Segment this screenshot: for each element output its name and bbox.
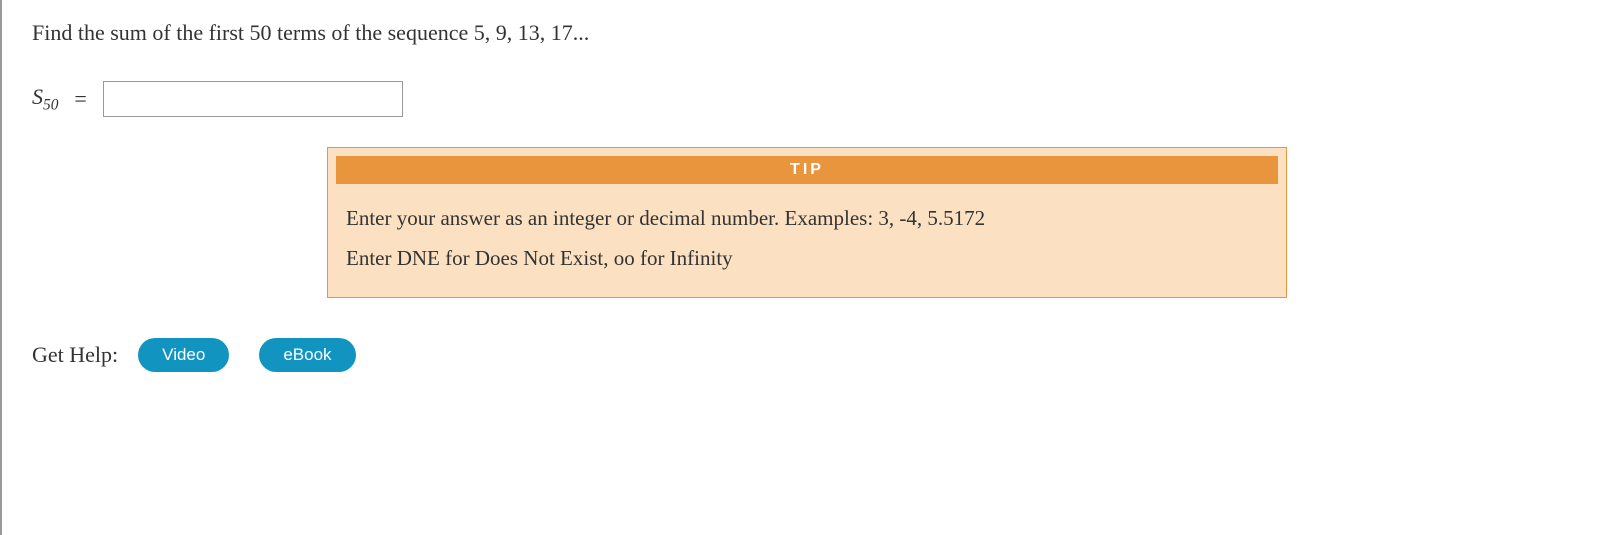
tip-line-1: Enter your answer as an integer or decim… <box>346 199 1268 239</box>
help-label: Get Help: <box>32 342 118 368</box>
tip-header: TIP <box>336 156 1278 184</box>
answer-label-sub: 50 <box>43 96 58 113</box>
answer-label-base: S <box>32 84 43 109</box>
help-row: Get Help: Video eBook <box>32 338 1585 372</box>
tip-box: TIP Enter your answer as an integer or d… <box>327 147 1287 298</box>
answer-row: S50 = <box>32 81 1585 117</box>
answer-input[interactable] <box>103 81 403 117</box>
tip-line-2: Enter DNE for Does Not Exist, oo for Inf… <box>346 239 1268 279</box>
answer-label: S50 <box>32 84 58 114</box>
tip-body: Enter your answer as an integer or decim… <box>336 199 1278 289</box>
question-text: Find the sum of the first 50 terms of th… <box>32 20 1585 46</box>
ebook-button[interactable]: eBook <box>259 338 355 372</box>
video-button[interactable]: Video <box>138 338 229 372</box>
equals-sign: = <box>74 86 86 112</box>
